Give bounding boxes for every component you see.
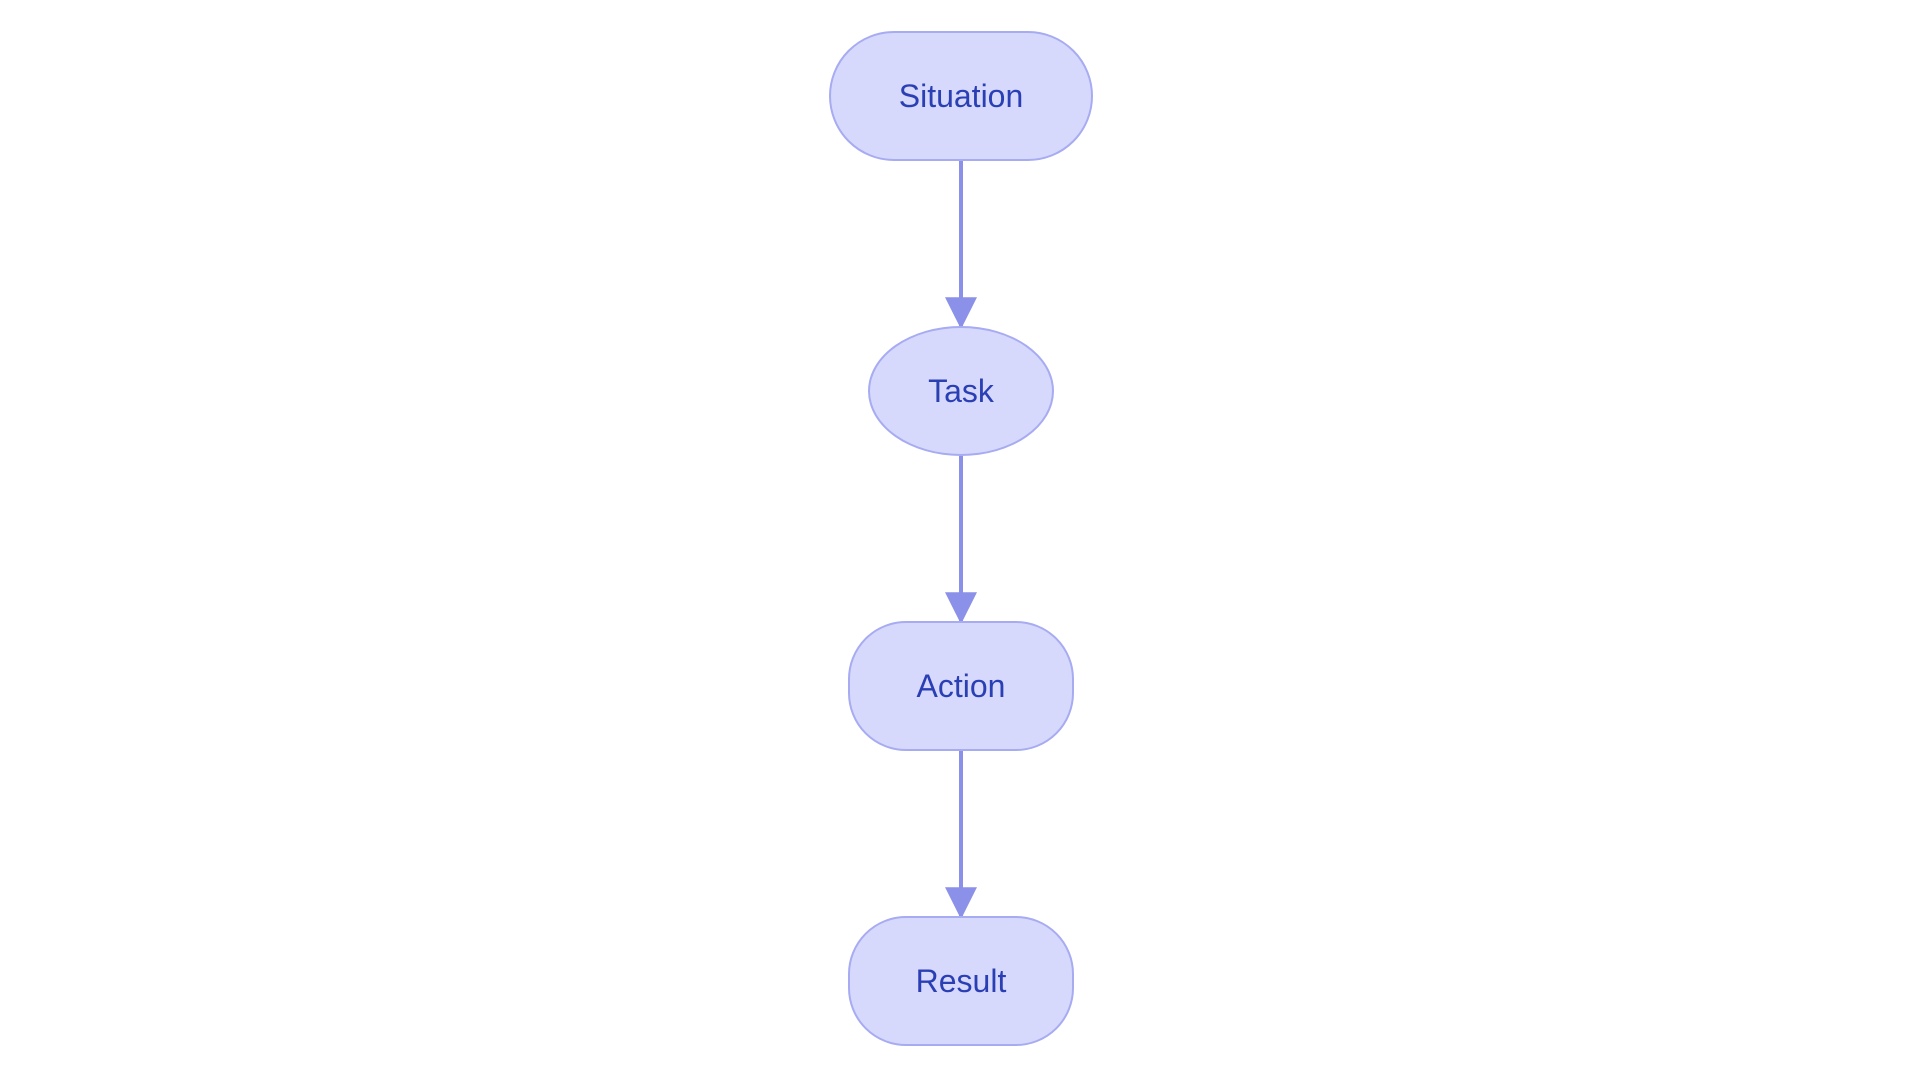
- node-label: Situation: [899, 78, 1024, 115]
- node-task: Task: [868, 326, 1054, 456]
- diagram-canvas: Situation Task Action Result: [0, 0, 1920, 1083]
- node-label: Task: [928, 373, 994, 410]
- node-situation: Situation: [829, 31, 1093, 161]
- node-action: Action: [848, 621, 1074, 751]
- node-label: Result: [916, 963, 1007, 1000]
- node-result: Result: [848, 916, 1074, 1046]
- node-label: Action: [917, 668, 1006, 705]
